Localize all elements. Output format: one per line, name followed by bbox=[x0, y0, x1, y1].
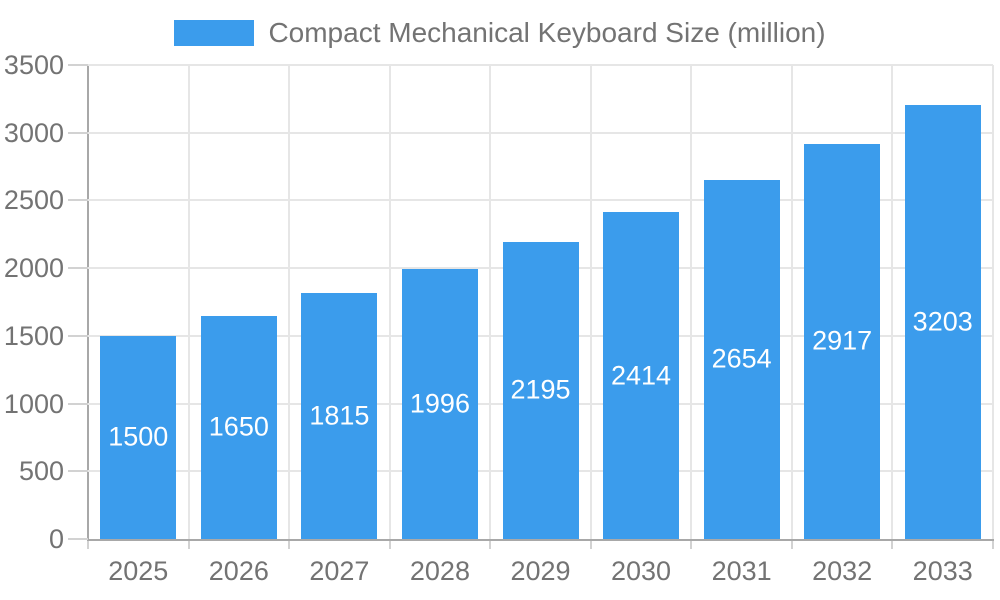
plot-area: 1500 1650 1815 1996 2195 2414 2654 2917 3203 bbox=[88, 64, 994, 539]
y-tick-label: 3500 bbox=[3, 50, 64, 80]
y-tick-mark bbox=[68, 131, 88, 134]
legend[interactable]: Compact Mechanical Keyboard Size (millio… bbox=[0, 17, 1000, 49]
x-tick-label: 2032 bbox=[812, 556, 873, 586]
x-tick-mark bbox=[992, 541, 994, 549]
y-tick-label: 3000 bbox=[3, 117, 64, 148]
x-tick-label: 2028 bbox=[409, 556, 470, 586]
y-tick-mark bbox=[68, 538, 88, 540]
v-gridline bbox=[388, 65, 391, 539]
v-gridline bbox=[288, 65, 291, 539]
bar-value-label: 1500 bbox=[108, 421, 169, 452]
bar[interactable]: 2917 bbox=[804, 143, 881, 539]
y-tick-label: 1500 bbox=[3, 320, 64, 351]
y-axis-line bbox=[87, 65, 89, 548]
bar-value-label: 2917 bbox=[812, 325, 873, 356]
y-tick-mark bbox=[68, 267, 88, 270]
bar[interactable]: 2414 bbox=[603, 212, 680, 539]
bar-value-label: 2414 bbox=[611, 360, 672, 391]
bar[interactable]: 1815 bbox=[301, 293, 378, 539]
x-tick-mark bbox=[891, 541, 894, 549]
x-tick-mark bbox=[187, 541, 190, 549]
bar-value-label: 2654 bbox=[711, 343, 772, 374]
x-tick-label: 2029 bbox=[510, 556, 571, 586]
x-tick-mark bbox=[589, 541, 592, 549]
x-tick-mark bbox=[388, 541, 391, 549]
y-tick-label: 1000 bbox=[3, 388, 64, 419]
legend-swatch bbox=[174, 20, 255, 46]
x-tick-label: 2025 bbox=[108, 556, 169, 586]
bar-value-label: 1815 bbox=[309, 400, 370, 431]
y-tick-label: 500 bbox=[18, 456, 64, 487]
x-tick-mark bbox=[87, 541, 89, 549]
bar[interactable]: 3203 bbox=[904, 105, 981, 539]
h-gridline bbox=[88, 199, 993, 202]
v-gridline bbox=[589, 65, 592, 539]
x-tick-mark bbox=[790, 541, 793, 549]
v-gridline bbox=[187, 65, 190, 539]
v-gridline bbox=[690, 65, 693, 539]
y-tick-mark bbox=[68, 199, 88, 202]
v-gridline bbox=[992, 65, 994, 539]
y-tick-mark bbox=[68, 64, 88, 66]
bar[interactable]: 1650 bbox=[200, 315, 277, 539]
bar-value-label: 1650 bbox=[208, 411, 269, 442]
x-tick-mark bbox=[690, 541, 693, 549]
y-tick-mark bbox=[68, 334, 88, 337]
bar[interactable]: 2654 bbox=[703, 179, 780, 539]
x-tick-mark bbox=[489, 541, 492, 549]
x-axis-line bbox=[88, 539, 994, 541]
bar[interactable]: 1996 bbox=[401, 268, 478, 539]
h-gridline bbox=[88, 131, 993, 134]
x-tick-label: 2031 bbox=[711, 556, 772, 586]
x-tick-label: 2027 bbox=[309, 556, 370, 586]
y-tick-mark bbox=[68, 470, 88, 473]
x-tick-label: 2030 bbox=[611, 556, 672, 586]
x-tick-mark bbox=[288, 541, 291, 549]
y-tick-label: 2000 bbox=[3, 253, 64, 284]
bar-value-label: 1996 bbox=[409, 388, 470, 419]
v-gridline bbox=[790, 65, 793, 539]
v-gridline bbox=[489, 65, 492, 539]
y-tick-label: 0 bbox=[48, 524, 64, 554]
bar-value-label: 2195 bbox=[510, 374, 571, 405]
y-tick-label: 2500 bbox=[3, 185, 64, 216]
x-tick-label: 2026 bbox=[208, 556, 269, 586]
v-gridline bbox=[891, 65, 894, 539]
x-tick-label: 2033 bbox=[912, 556, 973, 586]
legend-label: Compact Mechanical Keyboard Size (millio… bbox=[268, 17, 826, 48]
h-gridline bbox=[88, 64, 993, 66]
bar[interactable]: 2195 bbox=[502, 241, 579, 539]
y-tick-mark bbox=[68, 402, 88, 405]
bar[interactable]: 1500 bbox=[100, 335, 177, 539]
bar-value-label: 3203 bbox=[912, 306, 973, 337]
